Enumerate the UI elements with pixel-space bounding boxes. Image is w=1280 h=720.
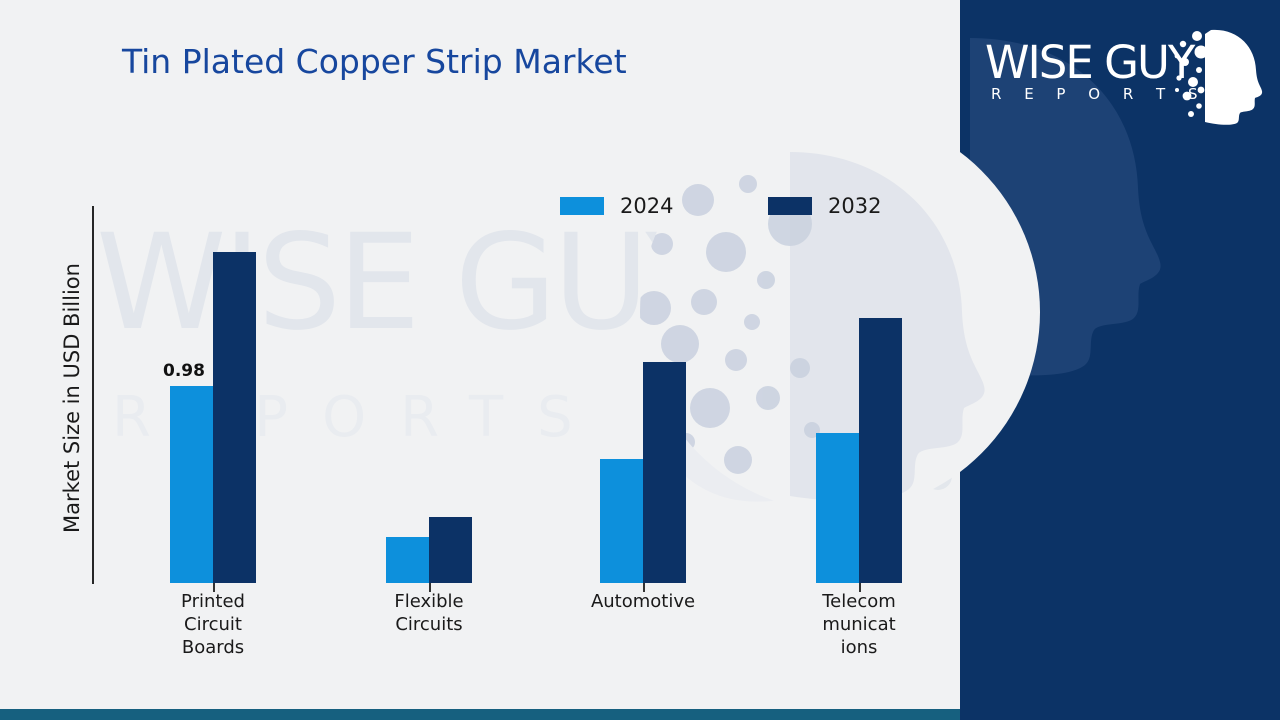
legend-swatch-icon bbox=[768, 197, 812, 215]
brand-logo[interactable]: WISE GUY R E P O R T S bbox=[985, 29, 1263, 125]
x-axis-category-label: Telecom municat ions bbox=[794, 590, 924, 659]
x-axis-tick bbox=[429, 583, 431, 592]
x-axis-category-label: Automotive bbox=[578, 590, 708, 613]
category-label-line: municat bbox=[822, 614, 896, 635]
x-axis-category-label: Printed Circuit Boards bbox=[148, 590, 278, 659]
bar-2024-1[interactable] bbox=[170, 386, 213, 583]
category-label-line: Circuit bbox=[184, 614, 242, 635]
category-label-line: Flexible bbox=[394, 591, 464, 612]
bottom-accent-bar bbox=[0, 709, 960, 720]
bar-2032-3[interactable] bbox=[643, 362, 686, 583]
legend-item-2032[interactable]: 2032 bbox=[768, 194, 881, 218]
bar-2024-3[interactable] bbox=[600, 459, 643, 583]
bar-2032-2[interactable] bbox=[429, 517, 472, 583]
plot-area: 0.98 Printed Circuit Boards Flexible Circuits… bbox=[148, 252, 924, 659]
category-label-line: Automotive bbox=[590, 591, 696, 612]
x-axis-tick bbox=[643, 583, 645, 592]
bar-value-label: 0.98 bbox=[163, 361, 205, 381]
category-label-line: Circuits bbox=[395, 614, 463, 635]
category-label-line: ions bbox=[840, 637, 878, 658]
category-label-line: Telecom bbox=[822, 591, 896, 612]
legend-label: 2024 bbox=[620, 194, 674, 218]
page-title: Tin Plated Copper Strip Market bbox=[122, 42, 627, 81]
bar-chart: Market Size in USD Billion 0.98 Printed Ci… bbox=[60, 194, 924, 659]
logo-subtitle: R E P O R T S bbox=[991, 85, 1207, 103]
logo-head-icon bbox=[1174, 29, 1263, 125]
x-axis-tick bbox=[213, 583, 215, 592]
bar-2024-4[interactable] bbox=[816, 433, 859, 583]
category-label-line: Boards bbox=[181, 637, 245, 658]
y-axis-line bbox=[92, 206, 94, 584]
watermark-wordmark: WISE GUY bbox=[96, 206, 726, 360]
bar-2032-1[interactable] bbox=[213, 252, 256, 583]
x-axis-tick bbox=[859, 583, 861, 592]
x-axis-category-label: Flexible Circuits bbox=[364, 590, 494, 636]
bar-2032-4[interactable] bbox=[859, 318, 902, 583]
legend-label: 2032 bbox=[828, 194, 882, 218]
category-label-line: Printed bbox=[181, 591, 245, 612]
bar-2024-2[interactable] bbox=[386, 537, 429, 583]
legend-swatch-icon bbox=[560, 197, 604, 215]
legend-item-2024[interactable]: 2024 bbox=[560, 194, 673, 218]
logo-wordmark: WISE GUY bbox=[985, 36, 1195, 89]
